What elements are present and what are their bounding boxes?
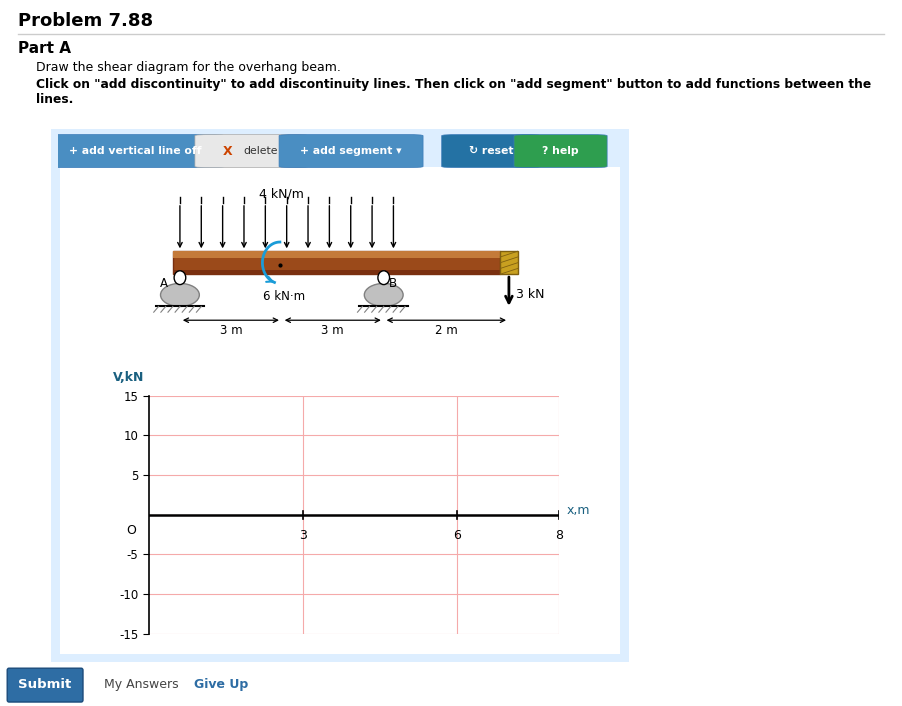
Text: Draw the shear diagram for the overhang beam.: Draw the shear diagram for the overhang …	[36, 61, 341, 73]
Text: 3 m: 3 m	[219, 323, 243, 337]
Ellipse shape	[364, 283, 403, 306]
Bar	[173, 251, 501, 258]
FancyBboxPatch shape	[7, 668, 83, 702]
Text: x,m: x,m	[567, 504, 591, 517]
Bar	[173, 251, 501, 274]
FancyBboxPatch shape	[514, 135, 607, 167]
Text: 6: 6	[453, 529, 461, 542]
Text: ? help: ? help	[542, 146, 579, 156]
Text: A: A	[161, 277, 169, 289]
Text: V,kN: V,kN	[113, 371, 144, 383]
Text: ↻ reset: ↻ reset	[469, 146, 513, 156]
Text: 3: 3	[299, 529, 307, 542]
Text: My Answers: My Answers	[104, 678, 179, 690]
Text: 3 kN: 3 kN	[516, 289, 544, 301]
Text: Click on "add discontinuity" to add discontinuity lines. Then click on "add segm: Click on "add discontinuity" to add disc…	[36, 78, 871, 106]
FancyBboxPatch shape	[46, 135, 225, 167]
FancyBboxPatch shape	[195, 135, 308, 167]
Circle shape	[174, 271, 186, 285]
Text: + add vertical line off: + add vertical line off	[69, 146, 202, 156]
Bar	[173, 270, 501, 274]
Ellipse shape	[161, 283, 199, 306]
FancyBboxPatch shape	[442, 135, 540, 167]
Circle shape	[378, 271, 390, 285]
FancyBboxPatch shape	[279, 135, 423, 167]
Text: 8: 8	[556, 529, 563, 542]
Text: 6 kN·m: 6 kN·m	[262, 290, 305, 304]
Text: B: B	[389, 277, 397, 289]
FancyBboxPatch shape	[42, 121, 638, 670]
Text: 4 kN/m: 4 kN/m	[260, 187, 304, 201]
Text: + add segment ▾: + add segment ▾	[300, 146, 402, 156]
Text: O: O	[126, 525, 136, 537]
Text: Submit: Submit	[18, 678, 72, 690]
Text: 3 m: 3 m	[321, 323, 344, 337]
Text: Problem 7.88: Problem 7.88	[18, 12, 153, 30]
Text: 2 m: 2 m	[435, 323, 457, 337]
Text: Part A: Part A	[18, 41, 71, 56]
Text: Give Up: Give Up	[194, 678, 248, 690]
Text: delete: delete	[244, 146, 278, 156]
Text: X: X	[222, 145, 232, 157]
Bar	[501, 251, 518, 274]
